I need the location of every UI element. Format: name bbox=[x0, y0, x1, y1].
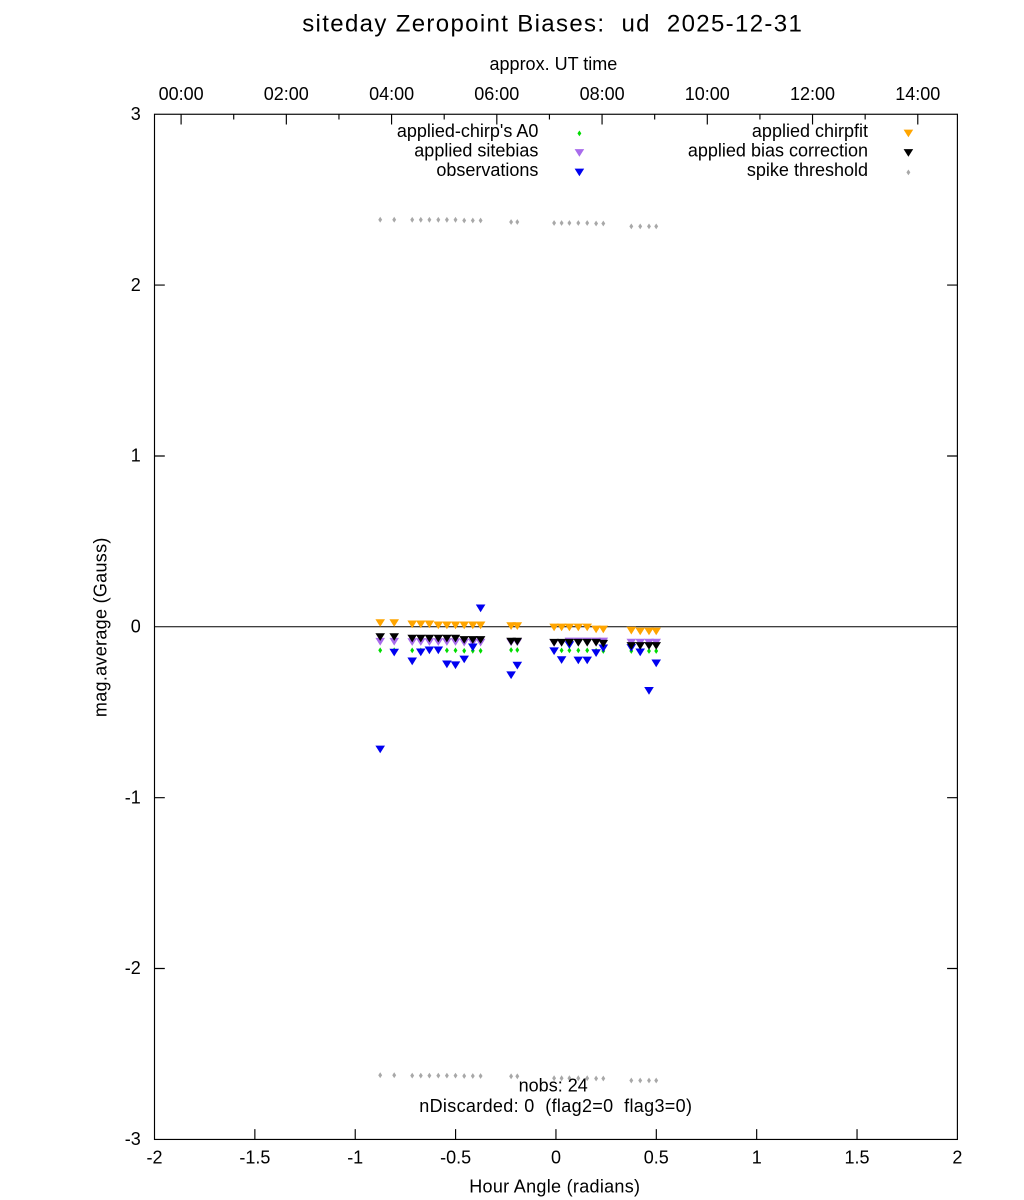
svg-text:1: 1 bbox=[131, 446, 141, 466]
svg-text:applied chirpfit: applied chirpfit bbox=[752, 121, 868, 141]
svg-text:nobs: 24: nobs: 24 bbox=[519, 1076, 588, 1096]
svg-text:nDiscarded: 0 (flag2=0 flag3: nDiscarded: 0 (flag2=0 flag3=0) bbox=[419, 1096, 692, 1116]
svg-text:2: 2 bbox=[952, 1148, 962, 1168]
svg-text:-2: -2 bbox=[125, 958, 141, 978]
svg-text:applied-chirp's A0: applied-chirp's A0 bbox=[397, 121, 539, 141]
svg-text:3: 3 bbox=[131, 104, 141, 124]
svg-text:approx. UT time: approx. UT time bbox=[490, 54, 618, 74]
svg-text:-1.5: -1.5 bbox=[239, 1148, 270, 1168]
svg-text:04:00: 04:00 bbox=[369, 84, 414, 104]
svg-text:-0.5: -0.5 bbox=[440, 1148, 471, 1168]
svg-text:14:00: 14:00 bbox=[895, 84, 940, 104]
svg-text:02:00: 02:00 bbox=[264, 84, 309, 104]
svg-text:-1: -1 bbox=[125, 787, 141, 807]
svg-text:1.5: 1.5 bbox=[844, 1148, 869, 1168]
svg-text:0: 0 bbox=[551, 1148, 561, 1168]
svg-text:06:00: 06:00 bbox=[474, 84, 519, 104]
svg-text:1: 1 bbox=[752, 1148, 762, 1168]
svg-text:siteday Zeropoint Biases: ud: siteday Zeropoint Biases: ud 2025-12-31 bbox=[302, 10, 803, 37]
svg-text:Hour Angle (radians): Hour Angle (radians) bbox=[469, 1176, 640, 1196]
svg-text:0: 0 bbox=[131, 617, 141, 637]
svg-text:-2: -2 bbox=[146, 1148, 162, 1168]
svg-text:-1: -1 bbox=[347, 1148, 363, 1168]
svg-text:12:00: 12:00 bbox=[790, 84, 835, 104]
svg-text:spike threshold: spike threshold bbox=[747, 160, 868, 180]
svg-text:00:00: 00:00 bbox=[159, 84, 204, 104]
svg-text:-3: -3 bbox=[125, 1129, 141, 1149]
svg-text:08:00: 08:00 bbox=[580, 84, 625, 104]
svg-text:10:00: 10:00 bbox=[685, 84, 730, 104]
svg-text:mag.average (Gauss): mag.average (Gauss) bbox=[90, 537, 110, 717]
svg-text:0.5: 0.5 bbox=[644, 1148, 669, 1168]
svg-text:applied bias correction: applied bias correction bbox=[688, 141, 868, 161]
svg-text:2: 2 bbox=[131, 275, 141, 295]
svg-text:observations: observations bbox=[436, 160, 538, 180]
svg-text:applied sitebias: applied sitebias bbox=[414, 141, 538, 161]
